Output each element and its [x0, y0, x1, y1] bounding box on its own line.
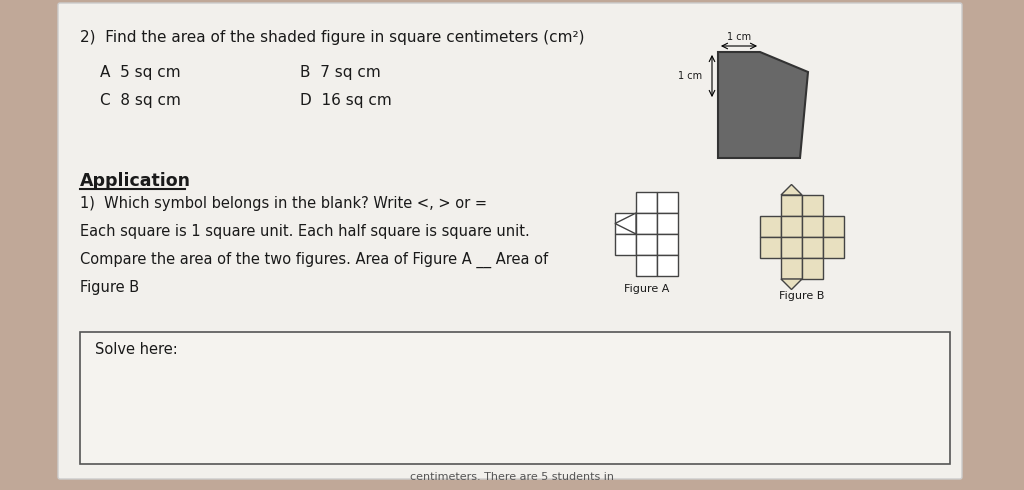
Bar [781, 195, 802, 216]
Bar [802, 237, 823, 258]
Bar [657, 192, 678, 213]
Bar [781, 216, 802, 237]
Text: A  5 sq cm: A 5 sq cm [100, 65, 180, 80]
FancyBboxPatch shape [80, 332, 950, 464]
Text: C  8 sq cm: C 8 sq cm [100, 93, 181, 108]
Text: B  7 sq cm: B 7 sq cm [300, 65, 381, 80]
Polygon shape [781, 279, 802, 290]
Text: 1 cm: 1 cm [678, 71, 702, 81]
FancyBboxPatch shape [58, 3, 962, 479]
Bar [636, 234, 657, 255]
Bar [657, 255, 678, 276]
Text: Compare the area of the two figures. Area of Figure A __ Area of: Compare the area of the two figures. Are… [80, 252, 548, 268]
Bar [636, 255, 657, 276]
Bar [760, 216, 781, 237]
Text: Figure A: Figure A [624, 284, 670, 294]
Bar [760, 237, 781, 258]
Bar [781, 237, 802, 258]
Polygon shape [615, 213, 636, 234]
Text: Each square is 1 square unit. Each half square is square unit.: Each square is 1 square unit. Each half … [80, 224, 529, 239]
Bar [802, 195, 823, 216]
Text: D  16 sq cm: D 16 sq cm [300, 93, 392, 108]
Text: 1)  Which symbol belongs in the blank? Write <, > or =: 1) Which symbol belongs in the blank? Wr… [80, 196, 487, 211]
Bar [615, 213, 636, 234]
Polygon shape [718, 52, 808, 158]
Text: 2)  Find the area of the shaded figure in square centimeters (cm²): 2) Find the area of the shaded figure in… [80, 30, 585, 45]
Text: Solve here:: Solve here: [95, 342, 178, 357]
Bar [615, 234, 636, 255]
Bar [657, 234, 678, 255]
Text: centimeters. There are 5 students in: centimeters. There are 5 students in [410, 472, 614, 482]
Bar [802, 258, 823, 279]
Text: Application: Application [80, 172, 191, 190]
Bar [781, 258, 802, 279]
Bar [823, 237, 844, 258]
Bar [636, 192, 657, 213]
Text: 1 cm: 1 cm [727, 32, 751, 42]
Text: Figure B: Figure B [779, 291, 824, 301]
Text: Figure B: Figure B [80, 280, 139, 295]
Bar [657, 213, 678, 234]
Bar [802, 216, 823, 237]
Bar [823, 216, 844, 237]
Bar [636, 213, 657, 234]
Polygon shape [781, 185, 802, 195]
